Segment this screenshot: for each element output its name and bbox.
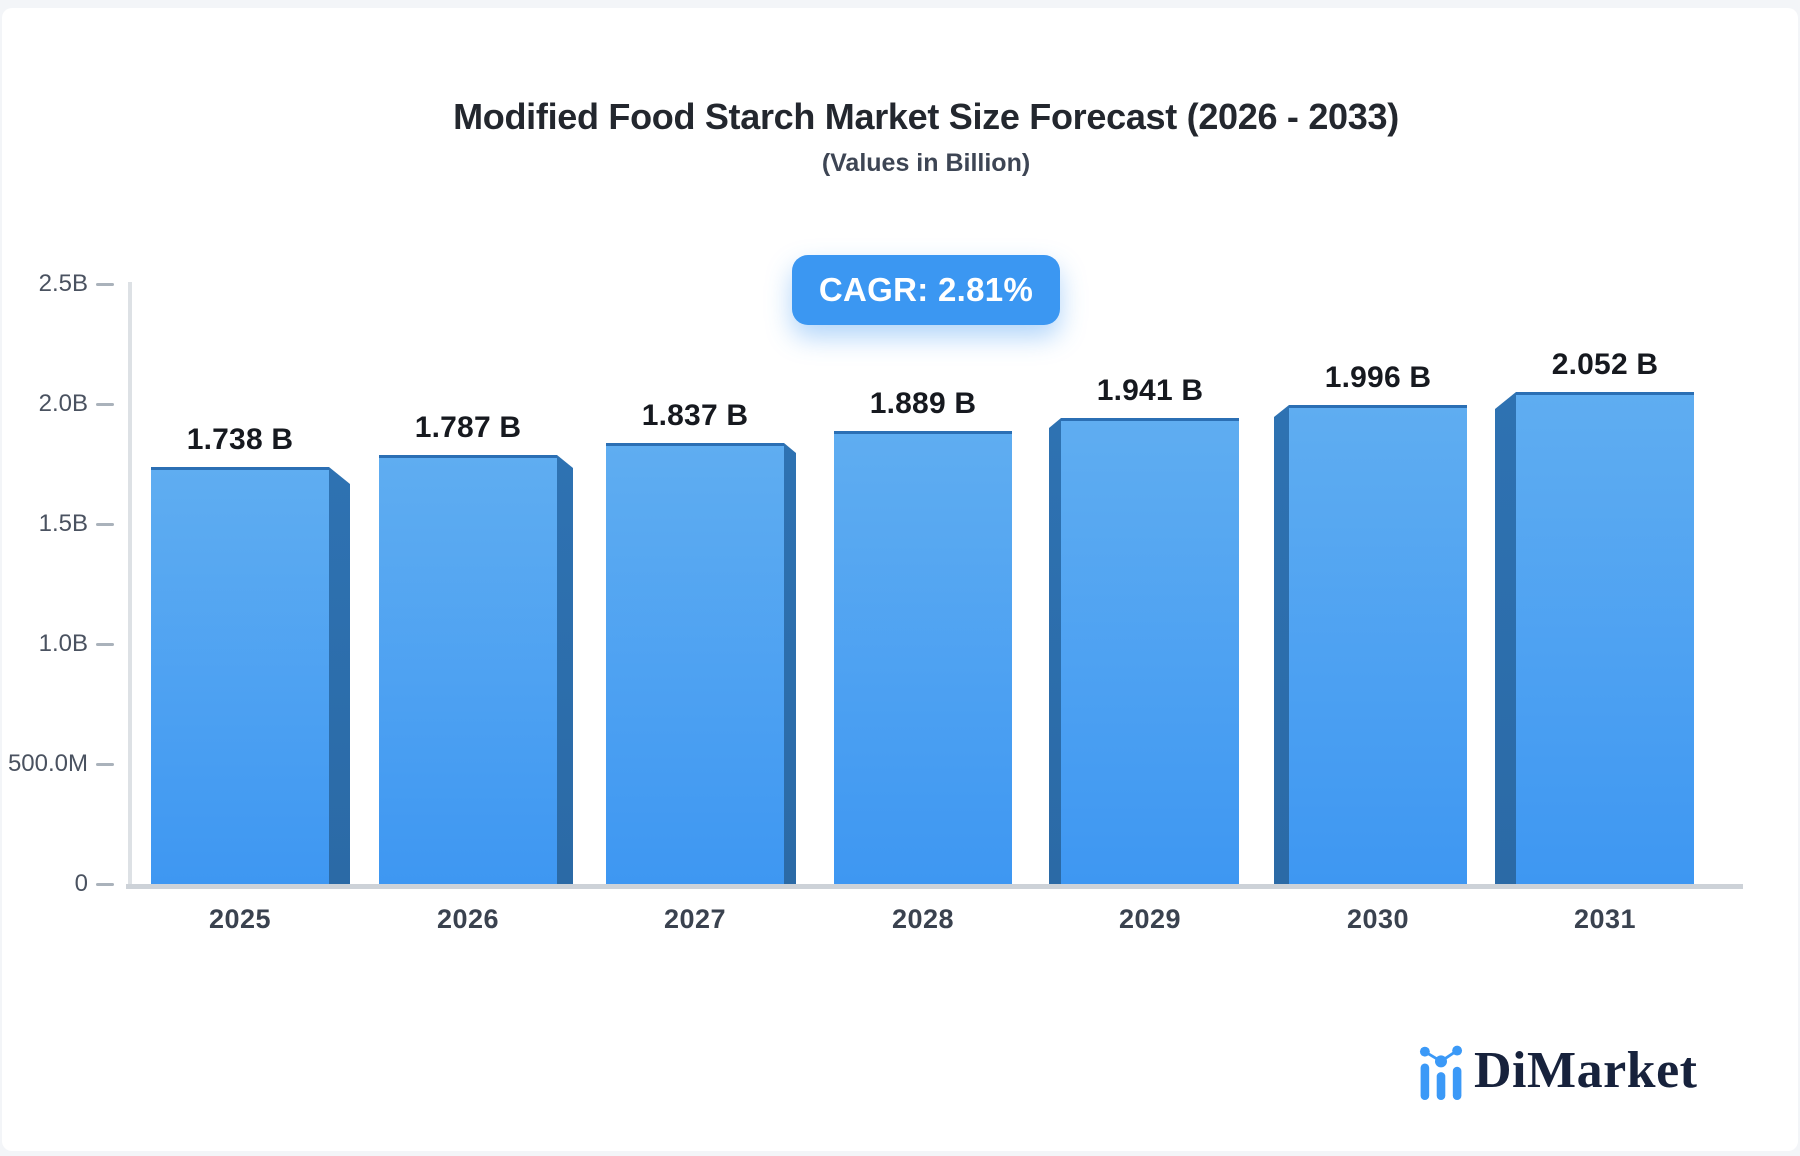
y-axis-tick-mark (96, 763, 114, 766)
cagr-badge: CAGR: 2.81% (792, 255, 1060, 325)
y-axis-tick-label: 2.0B (38, 390, 88, 417)
bar-2031 (1516, 392, 1694, 884)
x-axis-label-2028: 2028 (891, 904, 955, 934)
y-axis-tick-label: 0 (74, 870, 88, 897)
bar-2027 (606, 443, 784, 884)
bar-value-label-2029: 1.941 B (1096, 374, 1204, 407)
x-axis-line (126, 884, 1743, 889)
brand-logo: DiMarket (1418, 1036, 1748, 1106)
y-axis-tick-label: 1.0B (38, 630, 88, 657)
y-axis-tick-mark (96, 403, 114, 406)
bar-value-label-2028: 1.889 B (869, 387, 977, 420)
x-axis-label-2027: 2027 (663, 904, 727, 934)
x-axis-label-2031: 2031 (1573, 904, 1637, 934)
chart-title: Modified Food Starch Market Size Forecas… (453, 96, 1399, 137)
bar-value-label-2026: 1.787 B (414, 411, 522, 444)
bar-2025 (151, 467, 329, 884)
y-axis-tick-mark (96, 643, 114, 646)
y-axis-tick-label: 1.5B (38, 510, 88, 537)
bar-3d-side-2025 (329, 467, 350, 884)
logo-chart-icon (1419, 1045, 1463, 1100)
bar-3d-side-2030 (1274, 405, 1289, 884)
bar-2030 (1289, 405, 1467, 884)
y-axis-line (128, 282, 132, 888)
bar-value-label-2030: 1.996 B (1324, 361, 1432, 394)
bar-3d-side-2026 (557, 455, 573, 884)
x-axis-label-2025: 2025 (208, 904, 272, 934)
bar-2028 (834, 431, 1012, 884)
chart-subtitle: (Values in Billion) (821, 149, 1031, 177)
bar-3d-side-2027 (784, 443, 796, 884)
x-axis-label-2030: 2030 (1346, 904, 1410, 934)
x-axis-label-2029: 2029 (1118, 904, 1182, 934)
bar-2029 (1061, 418, 1239, 884)
bar-2026 (379, 455, 557, 884)
y-axis-tick-label: 500.0M (7, 750, 88, 777)
y-axis-tick-label: 2.5B (38, 270, 88, 297)
x-axis-label-2026: 2026 (436, 904, 500, 934)
bar-3d-side-2031 (1495, 392, 1516, 884)
logo-text: DiMarket (1474, 1042, 1698, 1099)
y-axis-tick-mark (96, 883, 114, 886)
bar-value-label-2031: 2.052 B (1551, 348, 1659, 381)
bar-3d-side-2029 (1049, 418, 1061, 884)
y-axis-tick-mark (96, 283, 114, 286)
bar-value-label-2025: 1.738 B (186, 423, 294, 456)
y-axis-tick-mark (96, 523, 114, 526)
bar-value-label-2027: 1.837 B (641, 399, 749, 432)
